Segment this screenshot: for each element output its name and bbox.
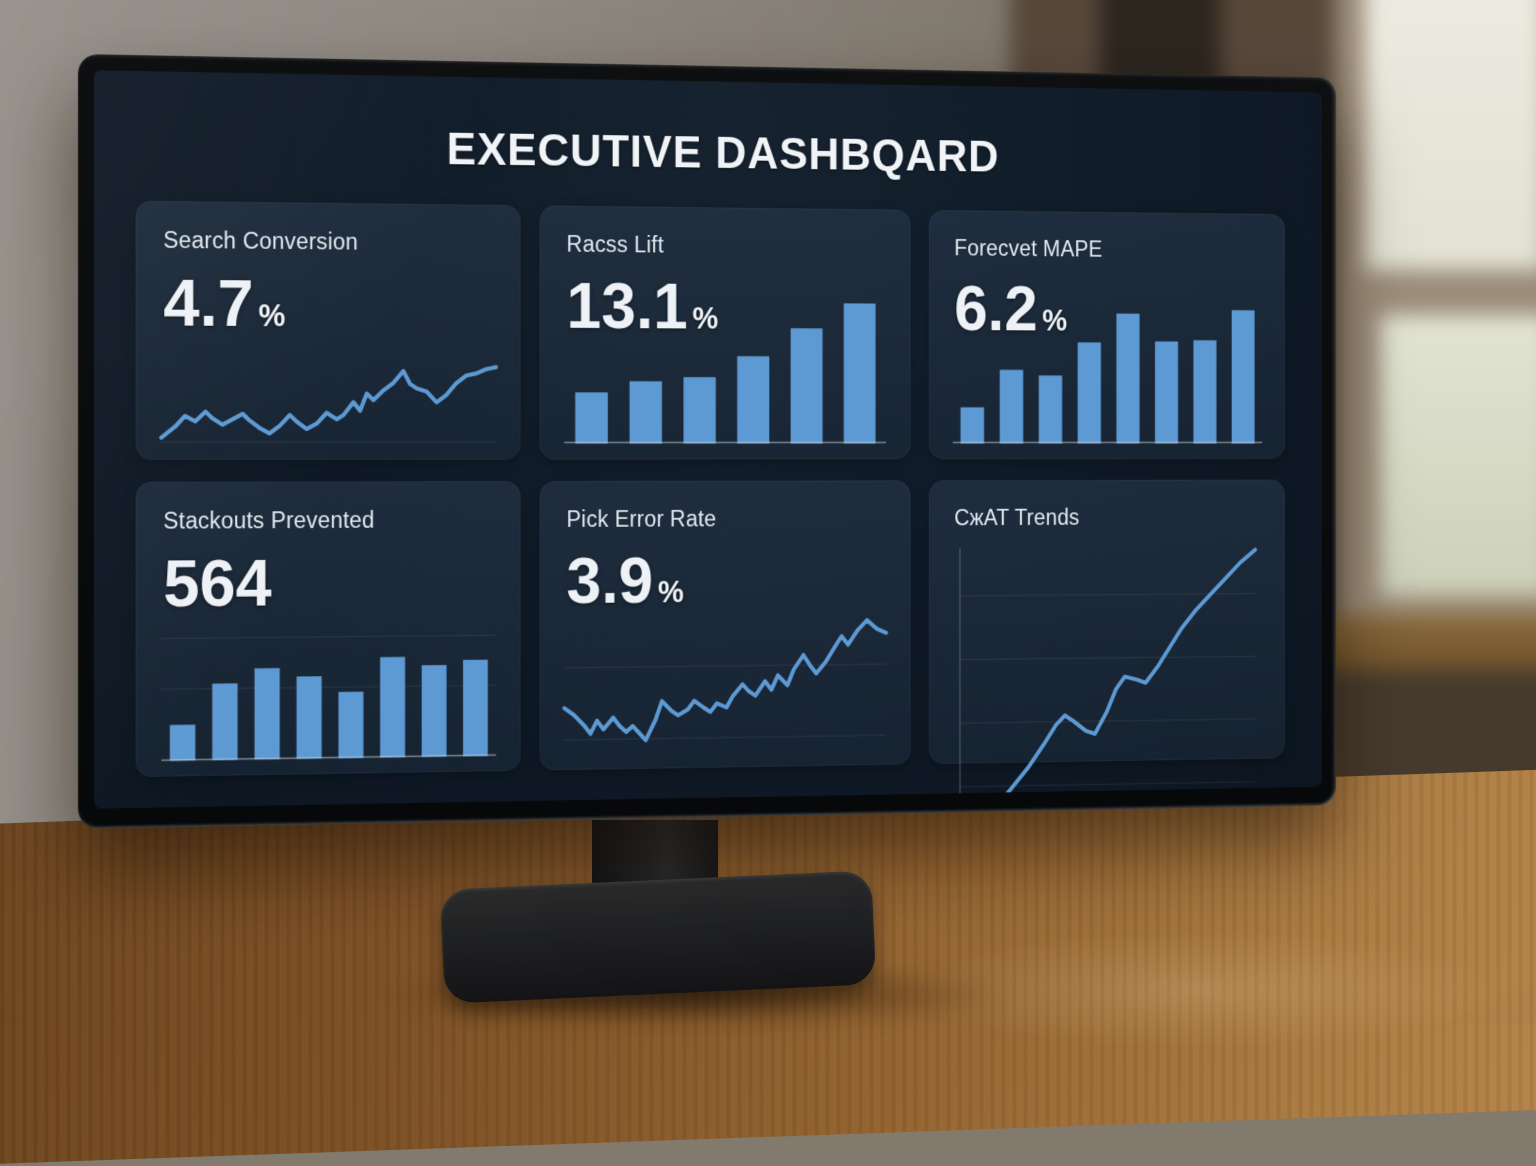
card-value: 3.9 [567, 548, 654, 613]
card-unit: % [658, 575, 684, 610]
card-value: 4.7 [163, 270, 253, 336]
stackouts-prevented-bar-chart [161, 634, 496, 761]
card-racss-lift: Racss Lift 13.1 % [540, 205, 910, 459]
card-grid: Search Conversion 4.7 % Racss Lift 13.1 … [94, 170, 1322, 778]
pick-error-rate-line-chart [565, 607, 887, 754]
cxat-trends-line-chart [956, 547, 1255, 809]
card-value-row: 4.7 % [163, 270, 494, 337]
dashboard-screen: EXECUTIVE DASHBQARD Search Conversion 4.… [94, 70, 1322, 808]
dashboard-title: EXECUTIVE DASHBQARD [94, 70, 1322, 186]
card-value-row: 3.9 % [567, 547, 885, 613]
card-label: Search Conversion [163, 227, 494, 257]
window-pane-bottom [1380, 315, 1536, 595]
card-forecvet-mape: Forecvet MAPE 6.2 % [929, 210, 1285, 459]
monitor-bezel: EXECUTIVE DASHBQARD Search Conversion 4.… [78, 54, 1336, 829]
window-pane-top [1365, 0, 1536, 270]
window-sill [1325, 615, 1536, 677]
card-label: Forecvet MAPE [954, 235, 1260, 264]
search-conversion-line-chart [161, 335, 496, 444]
monitor-stand-base [440, 870, 877, 1003]
card-label: Pick Error Rate [567, 505, 885, 532]
card-label: CжAT Trends [954, 504, 1260, 531]
card-value: 564 [163, 550, 271, 616]
racss-lift-bar-chart [565, 302, 887, 444]
card-stackouts-prevented: Stackouts Prevented 564 [136, 481, 521, 777]
card-unit: % [258, 298, 285, 334]
card-pick-error-rate: Pick Error Rate 3.9 % [540, 480, 910, 770]
card-value-row: 564 [163, 549, 494, 616]
card-label: Racss Lift [567, 231, 885, 260]
card-label: Stackouts Prevented [163, 507, 494, 535]
forecvet-mape-bar-chart [952, 304, 1262, 443]
card-cxat-trends: CжAT Trends L-) M(Ø M1 m Б (6 M {m M/4 [929, 480, 1285, 764]
card-search-conversion: Search Conversion 4.7 % [136, 201, 521, 460]
